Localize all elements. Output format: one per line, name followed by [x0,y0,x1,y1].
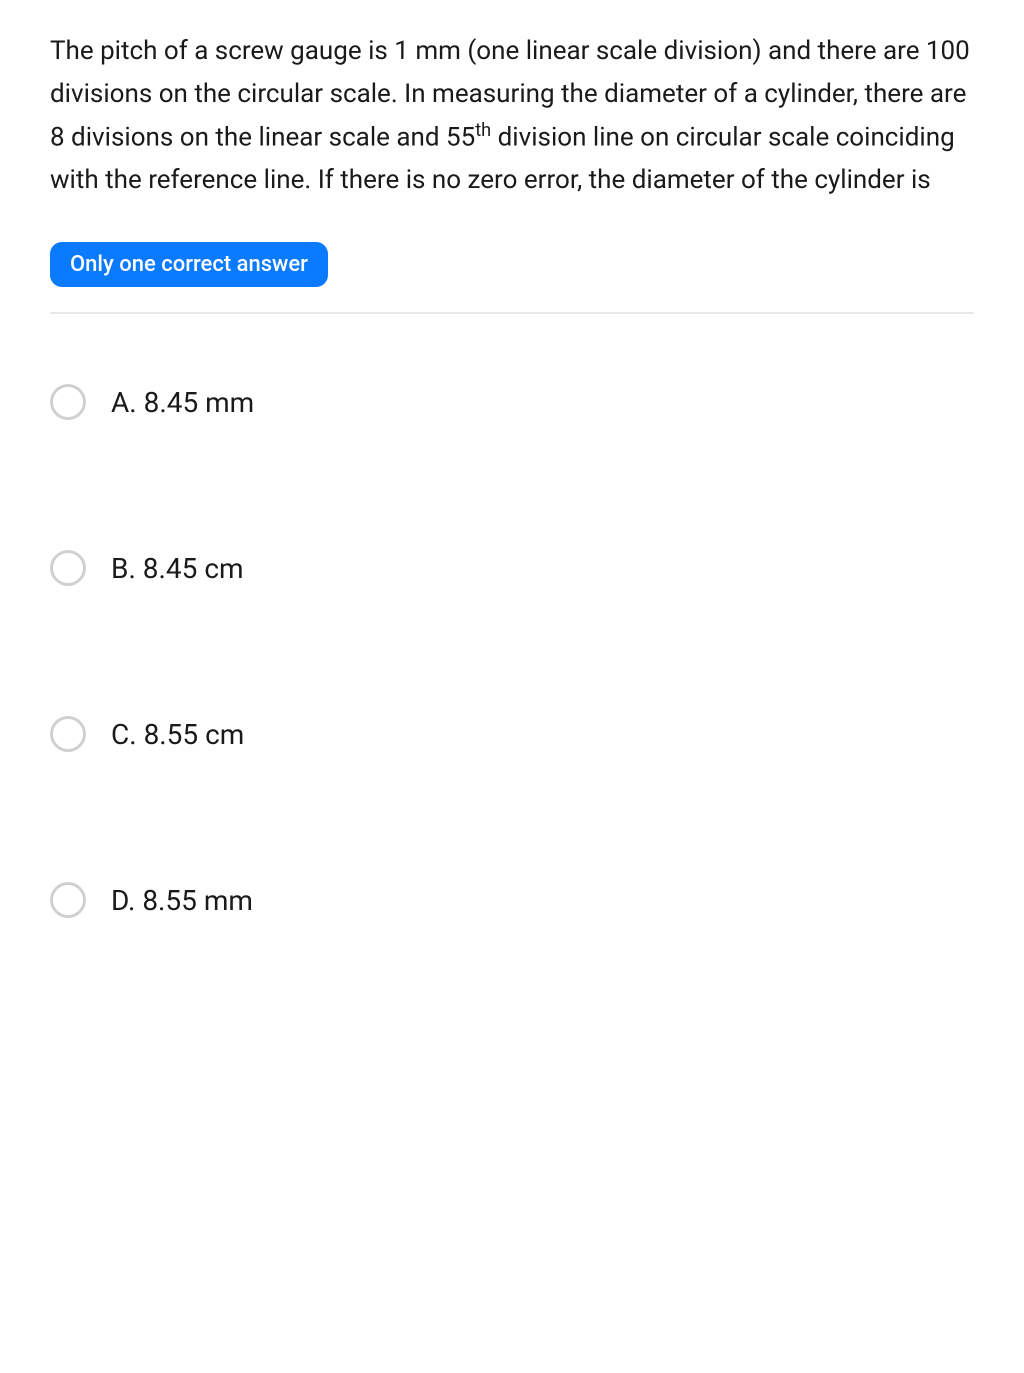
option-letter: B [111,552,128,585]
option-b[interactable]: B. 8.45 cm [50,550,974,586]
option-c[interactable]: C. 8.55 cm [50,716,974,752]
option-d[interactable]: D. 8.55 mm [50,882,974,918]
radio-icon [50,716,86,752]
badge-label: Only one correct answer [70,252,308,277]
question-superscript: th [475,120,491,141]
divider [50,312,974,314]
option-label: C. 8.55 cm [111,718,244,751]
option-label: A. 8.45 mm [111,386,254,419]
options-list: A. 8.45 mm B. 8.45 cm C. 8.55 cm D. 8.55… [50,384,974,918]
option-text: 8.45 mm [144,386,255,419]
option-label: B. 8.45 cm [111,552,244,585]
answer-type-badge: Only one correct answer [50,242,328,287]
option-label: D. 8.55 mm [111,884,253,917]
option-a[interactable]: A. 8.45 mm [50,384,974,420]
option-text: 8.55 cm [144,718,245,751]
question-text: The pitch of a screw gauge is 1 mm (one … [50,30,974,202]
radio-icon [50,384,86,420]
option-text: 8.55 mm [142,884,253,917]
option-text: 8.45 cm [143,552,244,585]
option-letter: A [111,386,129,419]
radio-icon [50,882,86,918]
radio-icon [50,550,86,586]
option-letter: C [111,718,129,751]
option-letter: D [111,884,128,917]
